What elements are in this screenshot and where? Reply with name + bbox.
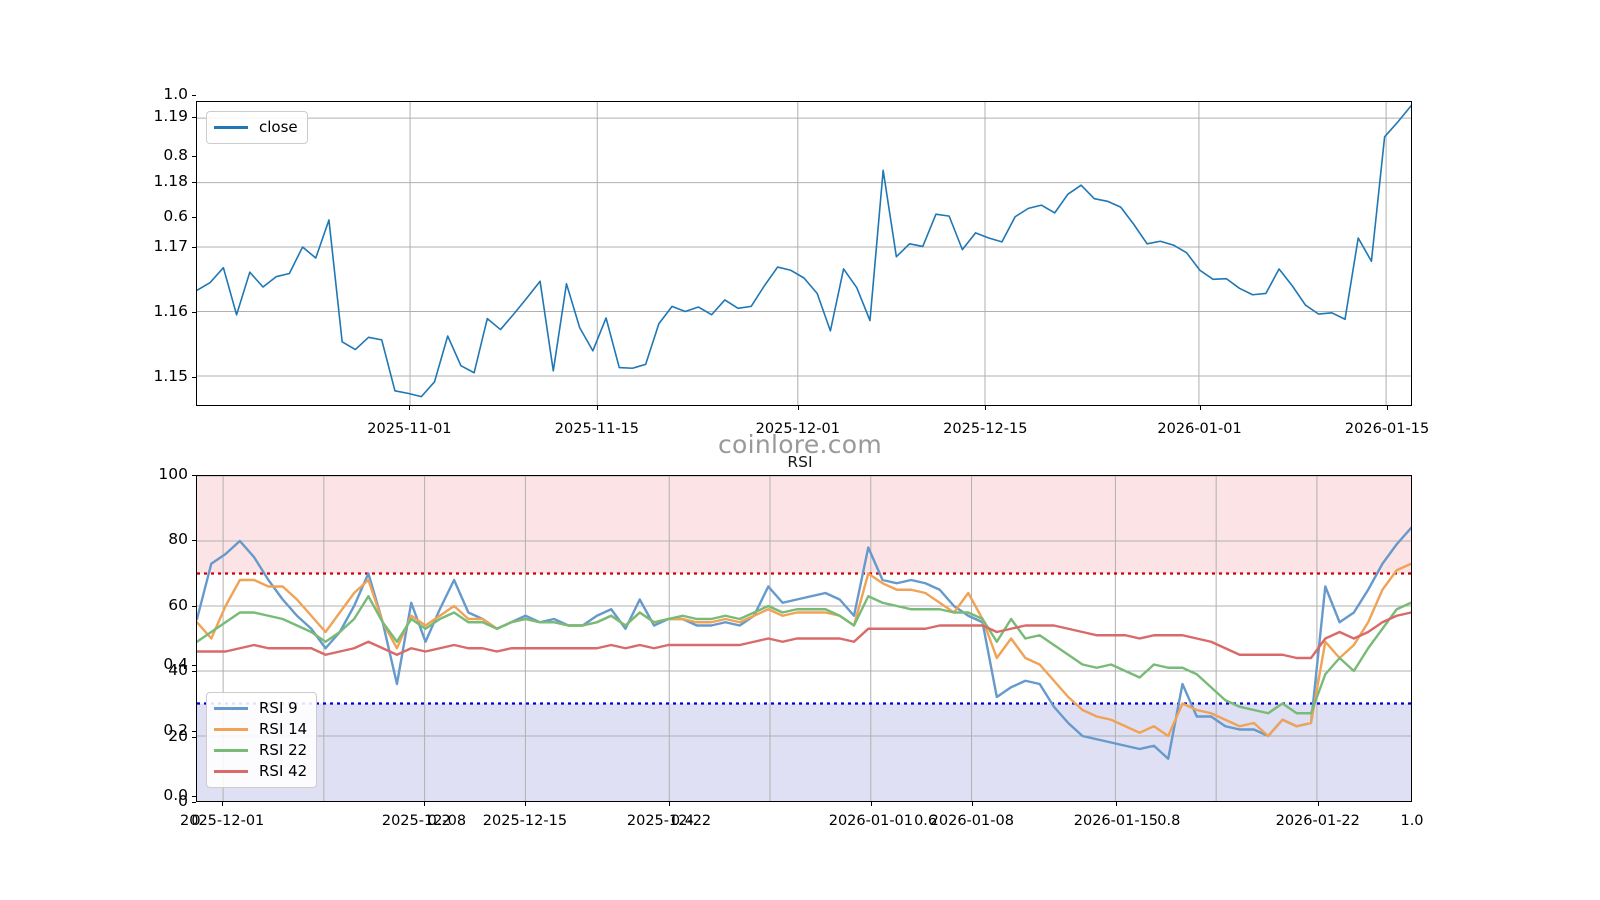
rsi-legend: RSI 9 RSI 14 RSI 22 RSI 42 [206,692,318,788]
price-y-tick-label: 1.16 [153,301,188,320]
rsi-secondary-x-tick-label: 0.6 [914,813,938,829]
rsi-y-tick-mark [192,605,196,607]
price-series-group [197,106,1411,397]
rsi-y-tick-label: 20 [168,726,188,745]
rsi-x-tick-label: 2026-01-08 [929,813,1014,829]
rsi-secondary-y-tick-mark [192,730,196,732]
rsi-y-tick-label: 0 [178,792,188,810]
price-secondary-y-tick-mark [192,156,196,157]
legend-color-swatch [214,770,248,773]
price-x-tick-mark [797,406,799,410]
rsi-y-tick-mark [192,736,196,738]
price-y-tick-mark [192,376,196,378]
rsi-secondary-y-tick-label: 0.2 [163,720,188,739]
rsi-secondary-y-tick-mark [192,796,196,797]
rsi-x-tick-label: 2025-12-15 [482,813,568,829]
rsi-x-tick-mark [222,802,224,806]
rsi-legend-item[interactable]: RSI 42 [214,761,307,782]
rsi-x-tick-label: 2025-12-22 [626,813,712,829]
rsi-x-tick-label: 2026-01-01 [828,813,914,829]
rsi-chart-panel [196,475,1412,802]
price-y-tick-mark [192,311,196,313]
rsi-x-tick-mark [669,802,671,806]
rsi-secondary-y-tick-mark [192,665,196,667]
price-secondary-y-tick-label: 0.6 [163,207,188,225]
rsi-secondary-x-tick-label: 1.0 [1400,813,1424,829]
rsi-legend-item[interactable]: RSI 9 [214,698,307,719]
rsi-secondary-y-tick-label: 0.0 [163,786,188,804]
price-x-tick-mark [1387,406,1389,410]
rsi-x-tick-mark [1317,802,1319,806]
rsi-legend-item[interactable]: RSI 14 [214,719,307,740]
price-legend-item[interactable]: close [214,117,298,138]
rsi-secondary-x-tick-label: 0.4 [670,813,694,829]
rsi-x-tick-label: 2025-12-08 [381,813,467,829]
price-x-tick-label: 2026-01-15 [1344,421,1430,437]
rsi-secondary-x-tick-label: 0 [191,813,201,829]
price-y-tick-label: 1.17 [153,237,188,255]
rsi-y-tick-mark [192,540,196,542]
rsi-y-tick-label: 100 [158,465,188,483]
legend-label: RSI 14 [259,720,308,738]
legend-label: RSI 42 [259,762,308,780]
rsi-y-tick-label: 60 [168,595,188,614]
price-y-tick-label: 1.15 [153,366,188,385]
rsi-y-tick-label: 80 [168,530,188,549]
rsi-secondary-x-tick-label: 0.2 [427,813,451,829]
price-x-tick-mark [409,406,411,410]
rsi-x-tick-mark [424,802,425,806]
rsi-x-tick-label: 2026-01-15 [1073,813,1159,829]
price-chart-svg [197,102,1411,405]
price-y-tick-mark [192,182,196,184]
rsi-x-tick-mark [870,802,872,806]
price-x-tick-label: 2025-12-15 [943,421,1028,437]
price-x-tick-label: 2026-01-01 [1157,421,1242,437]
price-y-tick-label: 1.18 [153,172,188,191]
price-legend: close [206,111,308,144]
legend-label: close [259,118,298,136]
price-x-tick-mark [985,406,987,410]
price-x-tick-label: 2025-11-01 [367,421,452,437]
legend-label: RSI 9 [259,699,298,717]
price-secondary-y-tick-mark [192,95,196,96]
rsi-y-tick-mark [192,475,196,476]
rsi-x-tick-mark [1115,802,1117,806]
rsi-x-tick-mark [971,802,973,806]
price-secondary-y-tick-label: 0.8 [163,146,188,164]
legend-color-swatch [214,749,248,752]
rsi-y-tick-mark [192,802,196,803]
rsi-y-tick-label: 40 [168,661,188,680]
price-x-tick-label: 2025-12-01 [755,421,840,437]
rsi-chart-title: RSI [787,453,813,471]
legend-color-swatch [214,126,248,129]
price-secondary-y-tick-label: 1.0 [163,85,188,103]
price-chart-panel [196,101,1412,406]
price-x-tick-mark [1199,406,1201,410]
legend-color-swatch [214,728,248,731]
rsi-secondary-x-tick-label: 0.8 [1157,813,1181,829]
price-gridlines [197,102,1411,405]
rsi-legend-item[interactable]: RSI 22 [214,740,307,761]
rsi-series-group [197,528,1411,759]
legend-color-swatch [214,707,248,710]
price-y-tick-mark [192,117,196,119]
price-y-tick-mark [192,247,196,248]
rsi-x-tick-label: 2026-01-22 [1275,813,1360,829]
price-y-tick-label: 1.19 [153,107,188,126]
legend-label: RSI 22 [259,741,308,759]
rsi-secondary-y-tick-label: 0.4 [163,655,188,674]
watermark: coinlore.com [717,430,883,459]
rsi-threshold-bands [197,476,1411,801]
rsi-chart-svg [197,476,1411,801]
rsi-y-tick-mark [192,671,196,673]
rsi-x-tick-mark [524,802,526,806]
rsi-x-tick-label: 2025-12-01 [180,813,265,829]
price-secondary-y-tick-mark [192,217,196,218]
price-x-tick-mark [596,406,598,410]
price-x-tick-label: 2025-11-15 [554,421,640,437]
